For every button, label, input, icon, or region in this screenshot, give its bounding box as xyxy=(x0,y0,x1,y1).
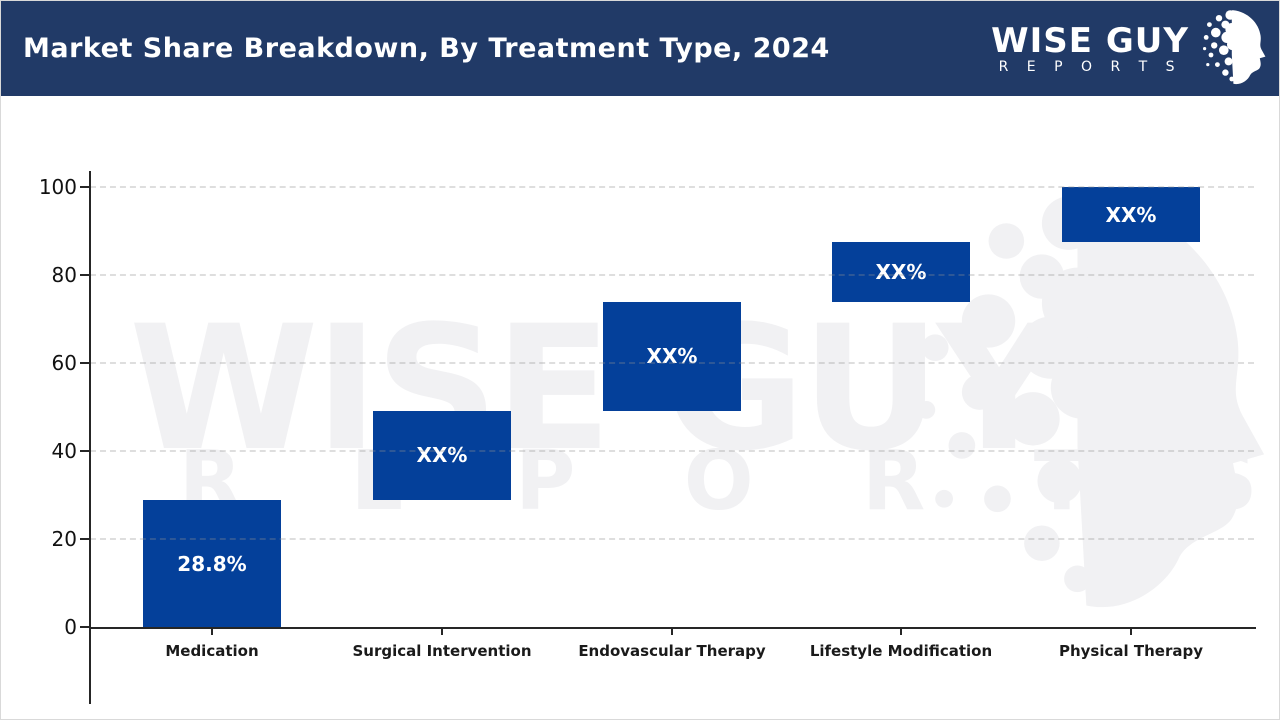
gridline-40 xyxy=(90,450,1254,452)
y-tick-mark-40 xyxy=(80,450,89,452)
bar-endovascular-therapy: XX% xyxy=(603,301,741,411)
y-axis-line xyxy=(89,171,91,704)
x-tick-mark-3 xyxy=(900,629,902,635)
x-category-label-1: Surgical Intervention xyxy=(352,642,532,660)
bar-surgical-intervention: XX% xyxy=(373,410,511,501)
chart-area: WISE GUY R E P O R T S 0 20 40 60 80 100 28.8… xyxy=(1,96,1279,719)
gridline-60 xyxy=(90,362,1254,364)
brand-subtitle: R E P O R T S xyxy=(998,59,1182,75)
y-tick-mark-0 xyxy=(80,626,89,628)
y-tick-label-0: 0 xyxy=(64,615,77,639)
watermark-text: WISE GUY xyxy=(129,288,1061,489)
head-profile-icon xyxy=(1195,7,1267,91)
header-banner: Market Share Breakdown, By Treatment Typ… xyxy=(1,1,1279,96)
y-tick-mark-20 xyxy=(80,538,89,540)
chart-title: Market Share Breakdown, By Treatment Typ… xyxy=(23,33,830,64)
x-tick-mark-0 xyxy=(211,629,213,635)
gridline-20 xyxy=(90,538,1254,540)
y-tick-label-100: 100 xyxy=(38,175,77,199)
x-tick-mark-2 xyxy=(671,629,673,635)
x-category-label-4: Physical Therapy xyxy=(1058,642,1204,660)
bar-value-label: XX% xyxy=(875,259,927,284)
y-tick-mark-100 xyxy=(80,186,89,188)
brand-logo-text: WISE GUY R E P O R T S xyxy=(991,23,1189,75)
x-category-label-3: Lifestyle Modification xyxy=(809,642,993,660)
gridline-80 xyxy=(90,274,1254,276)
brand-logo: WISE GUY R E P O R T S xyxy=(991,9,1267,89)
gridline-100 xyxy=(90,186,1254,188)
bar-value-label: XX% xyxy=(646,344,698,369)
bar-medication: 28.8% xyxy=(143,500,281,627)
x-tick-mark-4 xyxy=(1130,629,1132,635)
x-axis-line xyxy=(89,627,1256,629)
bar-value-label: XX% xyxy=(1105,202,1157,227)
y-tick-label-60: 60 xyxy=(51,351,77,375)
y-tick-mark-80 xyxy=(80,274,89,276)
y-tick-label-80: 80 xyxy=(51,263,77,287)
brand-name: WISE GUY xyxy=(991,21,1189,61)
bar-value-label: 28.8% xyxy=(177,551,247,576)
bar-lifestyle-modification: XX% xyxy=(832,242,970,302)
bar-value-label: XX% xyxy=(416,443,468,468)
y-tick-label-20: 20 xyxy=(51,527,77,551)
bar-physical-therapy: XX% xyxy=(1062,187,1200,242)
x-category-label-0: Medication xyxy=(165,642,259,660)
y-tick-label-40: 40 xyxy=(51,439,77,463)
y-tick-mark-60 xyxy=(80,362,89,364)
x-category-label-2: Endovascular Therapy xyxy=(578,642,766,660)
x-tick-mark-1 xyxy=(441,629,443,635)
